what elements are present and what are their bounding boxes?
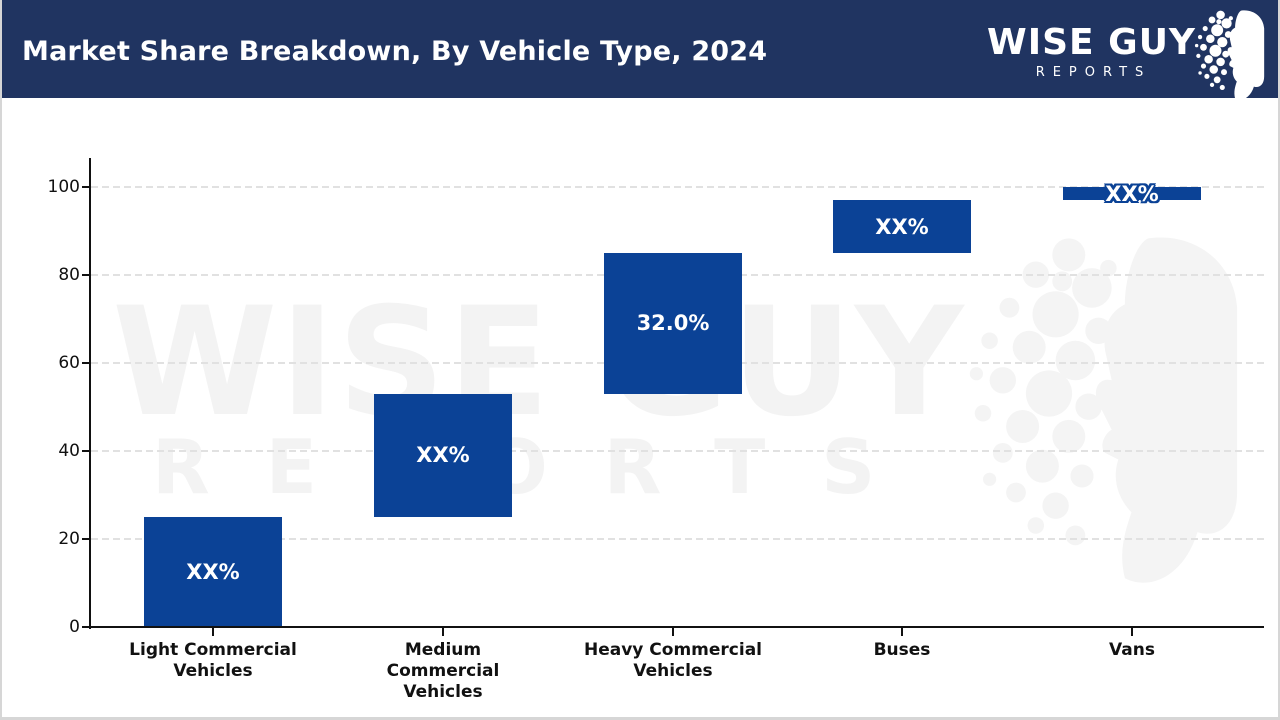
x-tick [212,628,214,636]
x-category-label: Heavy Commercial Vehicles [583,640,762,681]
x-tick [1131,628,1133,636]
y-tick-label: 20 [58,529,80,549]
y-tick [82,450,89,452]
x-category-label: Buses [873,640,931,660]
y-tick [82,362,89,364]
wiseguy-logo: WISE GUY REPORTS [987,6,1266,100]
y-tick-label: 100 [47,177,80,197]
x-tick [442,628,444,636]
bar-value-label: XX% [875,214,929,239]
logo-wordmark: WISE GUY [986,22,1196,63]
bar-value-label: XX% [1105,181,1159,206]
bar-segment [833,200,971,253]
y-tick [82,274,89,276]
y-tick-label: 60 [58,353,80,373]
y-gridline [91,186,1264,188]
x-category-label: Medium Commercial Vehicles [386,640,500,702]
y-tick [82,538,89,540]
bar-value-label: XX% [416,443,470,468]
y-tick-label: 40 [58,441,80,461]
y-tick [82,186,89,188]
bar-segment [1063,187,1201,201]
watermark-subtitle: REPORTS [152,423,932,511]
bar-value-label: XX% [186,560,240,584]
y-tick [82,626,89,628]
bar-segment [374,393,512,517]
x-tick [901,628,903,636]
x-category-label: Light Commercial Vehicles [129,640,297,681]
x-tick [672,628,674,636]
y-axis-line [89,158,91,629]
y-tick-label: 0 [69,617,80,637]
y-gridline [91,450,1264,452]
bar-segment [144,517,282,627]
page-title: Market Share Breakdown, By Vehicle Type,… [22,36,768,67]
wiseguy-head-logo-icon [1194,10,1265,100]
y-gridline [91,538,1264,540]
bar-value-label: 32.0% [636,311,710,336]
header-bar: Market Share Breakdown, By Vehicle Type,… [2,0,1278,100]
logo-text: WISE GUY REPORTS [987,22,1196,80]
bar-segment [604,253,742,394]
logo-subtitle: REPORTS [1035,65,1152,80]
y-tick-label: 80 [58,265,80,285]
x-category-label: Vans [1109,640,1155,660]
x-axis-line [89,626,1264,628]
